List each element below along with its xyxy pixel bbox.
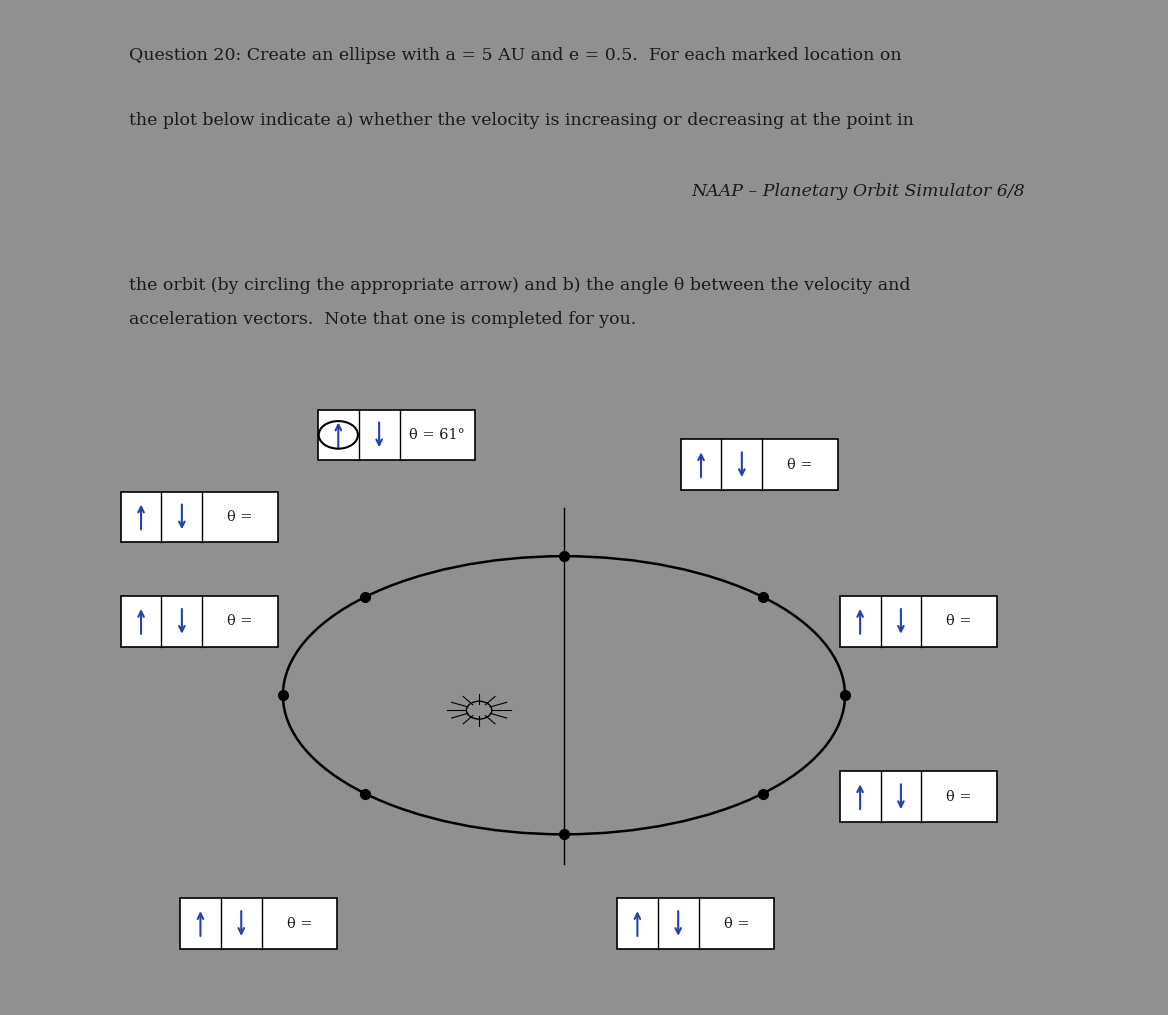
Text: θ =: θ = xyxy=(286,917,312,931)
Bar xyxy=(617,898,774,949)
Bar xyxy=(120,596,278,647)
Bar xyxy=(681,439,837,490)
Bar xyxy=(318,409,475,460)
Text: θ = 61°: θ = 61° xyxy=(409,428,465,442)
Text: acceleration vectors.  Note that one is completed for you.: acceleration vectors. Note that one is c… xyxy=(130,311,637,328)
Text: the plot below indicate a) whether the velocity is increasing or decreasing at t: the plot below indicate a) whether the v… xyxy=(130,112,915,129)
Bar xyxy=(120,491,278,542)
Text: Question 20: Create an ellipse with a = 5 AU and e = 0.5.  For each marked locat: Question 20: Create an ellipse with a = … xyxy=(130,47,902,64)
Text: θ =: θ = xyxy=(723,917,749,931)
Bar xyxy=(840,596,996,647)
Text: NAAP – Planetary Orbit Simulator 6/8: NAAP – Planetary Orbit Simulator 6/8 xyxy=(691,183,1024,200)
Text: θ =: θ = xyxy=(946,614,972,628)
Text: the orbit (by circling the appropriate arrow) and b) the angle θ between the vel: the orbit (by circling the appropriate a… xyxy=(130,277,911,294)
Text: θ =: θ = xyxy=(228,614,252,628)
Bar xyxy=(180,898,338,949)
Text: θ =: θ = xyxy=(946,790,972,804)
Text: θ =: θ = xyxy=(787,458,813,472)
Bar xyxy=(840,771,996,822)
Text: θ =: θ = xyxy=(228,510,252,524)
